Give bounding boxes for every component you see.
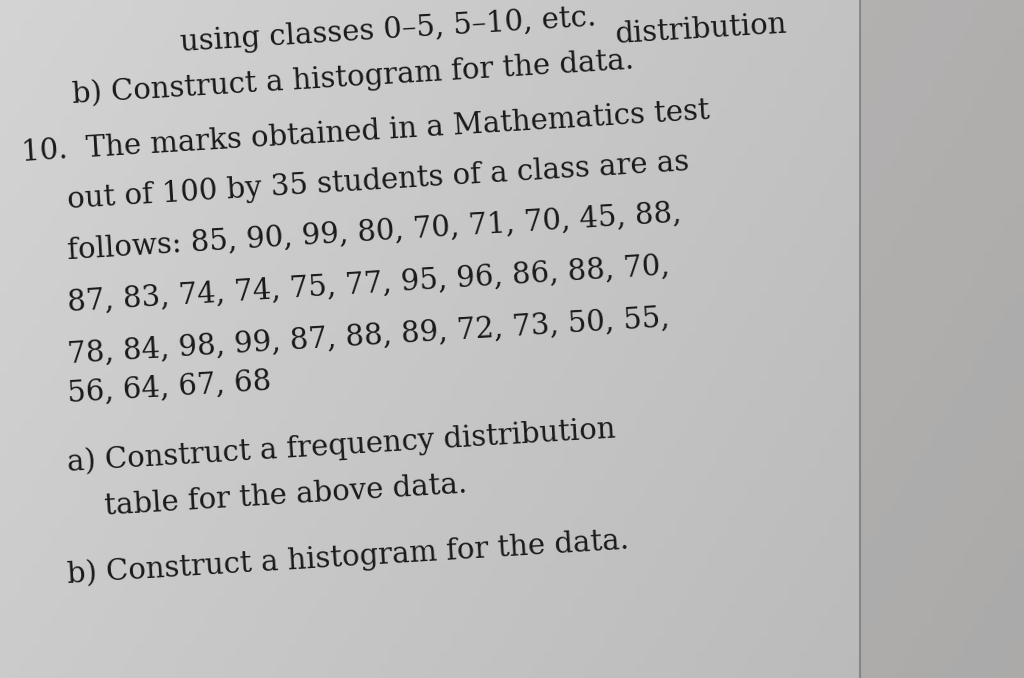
Text: 78, 84, 98, 99, 87, 88, 89, 72, 73, 50, 55,: 78, 84, 98, 99, 87, 88, 89, 72, 73, 50, … xyxy=(20,304,671,372)
Text: 56, 64, 67, 68: 56, 64, 67, 68 xyxy=(20,367,272,411)
Text: table for the above data.: table for the above data. xyxy=(67,470,468,523)
Text: distribution: distribution xyxy=(614,10,788,49)
Text: b) Construct a histogram for the data.: b) Construct a histogram for the data. xyxy=(67,525,630,589)
Text: using classes 0–5, 5–10, etc.: using classes 0–5, 5–10, etc. xyxy=(179,4,597,57)
Text: b) Construct a histogram for the data.: b) Construct a histogram for the data. xyxy=(72,45,635,109)
Text: 87, 83, 74, 74, 75, 77, 95, 96, 86, 88, 70,: 87, 83, 74, 74, 75, 77, 95, 96, 86, 88, … xyxy=(20,252,671,320)
Text: out of 100 by 35 students of a class are as: out of 100 by 35 students of a class are… xyxy=(20,148,690,218)
Text: a) Construct a frequency distribution: a) Construct a frequency distribution xyxy=(67,415,616,477)
Text: 10.  The marks obtained in a Mathematics test: 10. The marks obtained in a Mathematics … xyxy=(20,96,711,167)
Bar xyxy=(860,0,1024,678)
Text: follows: 85, 90, 99, 80, 70, 71, 70, 45, 88,: follows: 85, 90, 99, 80, 70, 71, 70, 45,… xyxy=(20,200,682,268)
